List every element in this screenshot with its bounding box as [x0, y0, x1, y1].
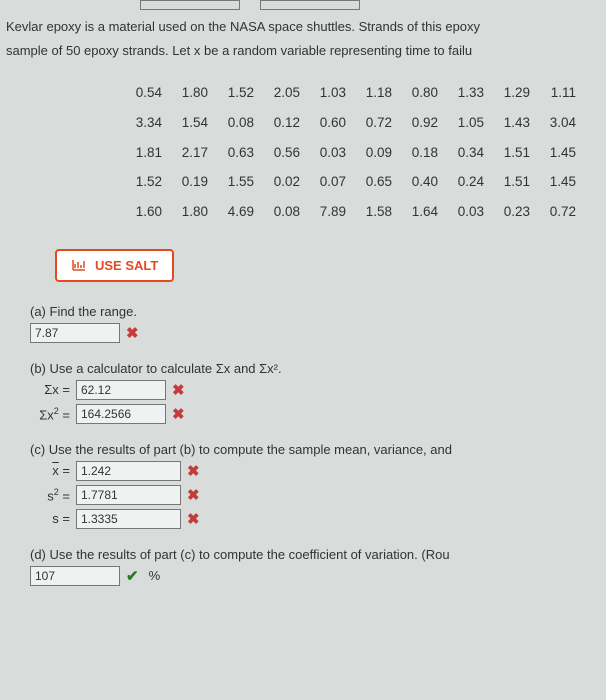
part-d-label: (d) Use the results of part (c) to compu… — [30, 547, 606, 562]
data-cell: 3.04 — [544, 108, 576, 138]
data-cell: 0.65 — [360, 167, 392, 197]
data-cell: 1.81 — [130, 138, 162, 168]
data-cell: 1.05 — [452, 108, 484, 138]
data-cell: 1.52 — [222, 78, 254, 108]
data-cell: 1.33 — [452, 78, 484, 108]
part-d: (d) Use the results of part (c) to compu… — [30, 547, 606, 586]
xbar-input[interactable]: 1.242 — [76, 461, 181, 481]
cv-input[interactable]: 107 — [30, 566, 120, 586]
data-cell: 1.51 — [498, 167, 530, 197]
wrong-icon: ✖ — [172, 405, 185, 423]
data-row: 0.54 1.80 1.52 2.05 1.03 1.18 0.80 1.33 1.29 1.11 — [130, 78, 606, 108]
data-cell: 1.52 — [130, 167, 162, 197]
sigma-x2-input[interactable]: 164.2566 — [76, 404, 166, 424]
wrong-icon: ✖ — [187, 486, 200, 504]
data-cell: 1.03 — [314, 78, 346, 108]
data-cell: 1.80 — [176, 197, 208, 227]
top-input-row — [0, 0, 606, 14]
part-b: (b) Use a calculator to calculate Σx and… — [30, 361, 606, 424]
data-cell: 0.02 — [268, 167, 300, 197]
data-cell: 0.08 — [268, 197, 300, 227]
data-cell: 0.24 — [452, 167, 484, 197]
data-cell: 0.19 — [176, 167, 208, 197]
data-cell: 1.64 — [406, 197, 438, 227]
data-cell: 0.34 — [452, 138, 484, 168]
data-cell: 0.60 — [314, 108, 346, 138]
sigma-x2-label: Σx2 = — [30, 406, 70, 422]
data-cell: 2.17 — [176, 138, 208, 168]
data-cell: 0.92 — [406, 108, 438, 138]
data-cell: 0.54 — [130, 78, 162, 108]
data-row: 1.60 1.80 4.69 0.08 7.89 1.58 1.64 0.03 0.23 0.72 — [130, 197, 606, 227]
data-cell: 1.18 — [360, 78, 392, 108]
s2-input[interactable]: 1.7781 — [76, 485, 181, 505]
data-cell: 0.08 — [222, 108, 254, 138]
s-label: s = — [30, 511, 70, 526]
data-cell: 0.07 — [314, 167, 346, 197]
part-a-label: (a) Find the range. — [30, 304, 606, 319]
sigma-x-label: Σx = — [30, 382, 70, 397]
problem-line-1: Kevlar epoxy is a material used on the N… — [0, 14, 606, 38]
data-cell: 1.43 — [498, 108, 530, 138]
data-cell: 2.05 — [268, 78, 300, 108]
wrong-icon: ✖ — [187, 510, 200, 528]
data-row: 1.52 0.19 1.55 0.02 0.07 0.65 0.40 0.24 1.51 1.45 — [130, 167, 606, 197]
data-cell: 0.09 — [360, 138, 392, 168]
data-grid: 0.54 1.80 1.52 2.05 1.03 1.18 0.80 1.33 1.29 1.11… — [130, 78, 606, 226]
data-cell: 0.72 — [544, 197, 576, 227]
data-cell: 3.34 — [130, 108, 162, 138]
top-box-1[interactable] — [140, 0, 240, 10]
range-input[interactable]: 7.87 — [30, 323, 120, 343]
part-c: (c) Use the results of part (b) to compu… — [30, 442, 606, 529]
data-cell: 7.89 — [314, 197, 346, 227]
data-cell: 1.58 — [360, 197, 392, 227]
data-cell: 1.11 — [544, 78, 576, 108]
data-cell: 0.63 — [222, 138, 254, 168]
s2-label: s2 = — [30, 487, 70, 503]
problem-line-2: sample of 50 epoxy strands. Let x be a r… — [0, 38, 606, 62]
use-salt-label: USE SALT — [95, 258, 158, 273]
data-row: 3.34 1.54 0.08 0.12 0.60 0.72 0.92 1.05 1.43 3.04 — [130, 108, 606, 138]
part-c-label: (c) Use the results of part (b) to compu… — [30, 442, 606, 457]
data-cell: 1.45 — [544, 138, 576, 168]
s-input[interactable]: 1.3335 — [76, 509, 181, 529]
data-cell: 0.56 — [268, 138, 300, 168]
data-cell: 1.55 — [222, 167, 254, 197]
sigma-x-input[interactable]: 62.12 — [76, 380, 166, 400]
use-salt-button[interactable]: USE SALT — [55, 249, 174, 282]
data-row: 1.81 2.17 0.63 0.56 0.03 0.09 0.18 0.34 1.51 1.45 — [130, 138, 606, 168]
data-cell: 4.69 — [222, 197, 254, 227]
data-cell: 1.60 — [130, 197, 162, 227]
data-cell: 0.40 — [406, 167, 438, 197]
data-cell: 0.12 — [268, 108, 300, 138]
data-cell: 0.18 — [406, 138, 438, 168]
wrong-icon: ✖ — [187, 462, 200, 480]
wrong-icon: ✖ — [172, 381, 185, 399]
data-cell: 0.23 — [498, 197, 530, 227]
data-cell: 1.54 — [176, 108, 208, 138]
part-a: (a) Find the range. 7.87 ✖ — [30, 304, 606, 343]
part-b-label: (b) Use a calculator to calculate Σx and… — [30, 361, 606, 376]
data-cell: 1.51 — [498, 138, 530, 168]
data-cell: 0.03 — [452, 197, 484, 227]
top-box-2[interactable] — [260, 0, 360, 10]
data-cell: 0.03 — [314, 138, 346, 168]
wrong-icon: ✖ — [126, 324, 139, 342]
data-cell: 0.72 — [360, 108, 392, 138]
data-cell: 1.45 — [544, 167, 576, 197]
xbar-label: x = — [30, 463, 70, 478]
data-cell: 1.29 — [498, 78, 530, 108]
data-cell: 0.80 — [406, 78, 438, 108]
data-cell: 1.80 — [176, 78, 208, 108]
percent-label: % — [149, 568, 161, 583]
chart-icon — [71, 258, 87, 272]
correct-icon: ✔ — [126, 567, 139, 585]
